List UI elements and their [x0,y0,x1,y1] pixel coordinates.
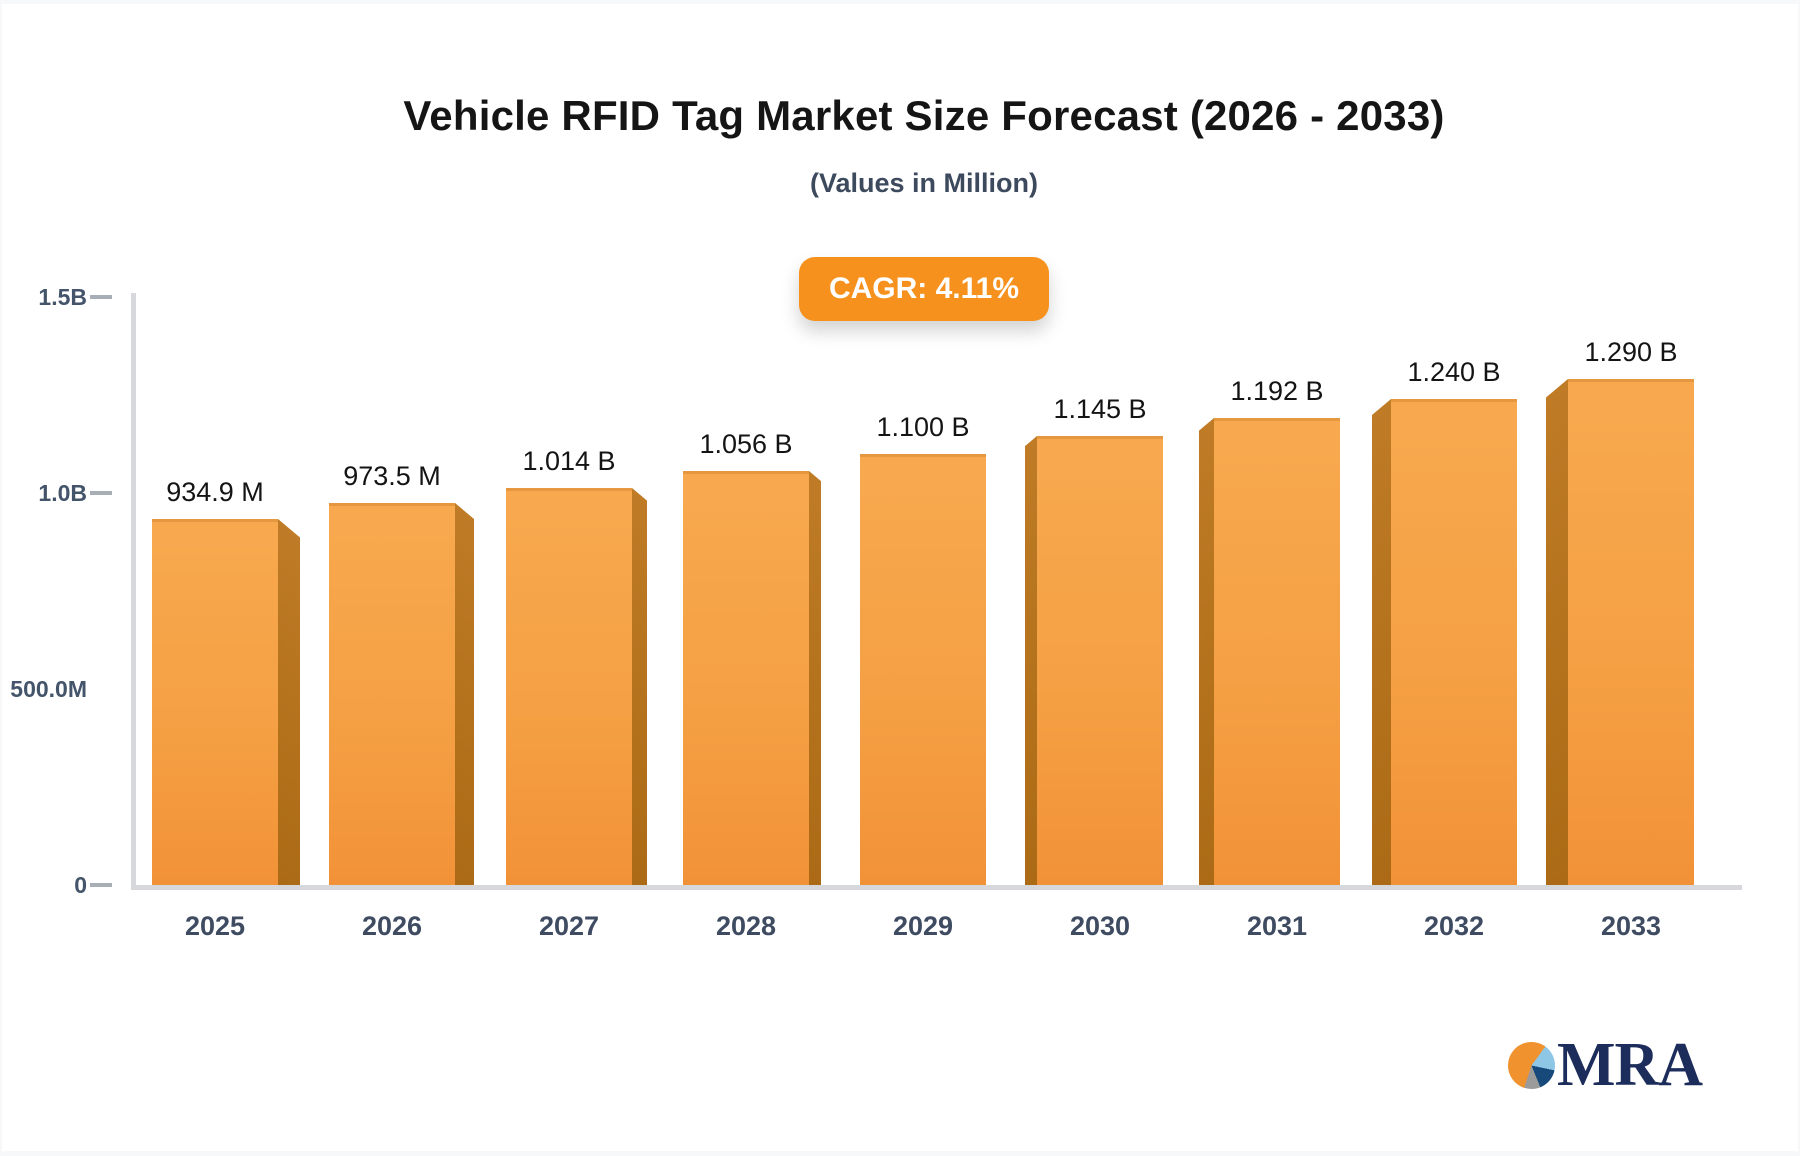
x-axis-category-label: 2028 [715,911,777,941]
bar-side-shade [632,488,647,885]
bar-value-label: 1.145 B [1053,394,1147,424]
x-axis-category-label: 2029 [892,911,954,941]
x-axis-category-label: 2032 [1423,911,1485,941]
y-axis-tick-label: 1.0B [38,480,87,506]
bar-value-label: 973.5 M [343,461,441,491]
x-axis-category-label: 2030 [1069,911,1131,941]
bar-side-shade [1199,418,1214,885]
x-axis-category-label: 2026 [361,911,423,941]
y-axis-tick-label: 500.0M [10,676,87,702]
bar-side-face [632,488,647,885]
bar [1214,418,1340,885]
bar-value-label: 1.290 B [1584,337,1678,367]
bar-side-face [1025,436,1037,885]
cagr-badge: CAGR: 4.11% [798,257,1050,321]
x-axis-category-label: 2027 [538,911,600,941]
y-axis-tick-mark [90,295,112,299]
bar-side-shade [1025,436,1037,885]
bar-side-face [809,471,821,885]
bar [152,519,278,885]
logo-text: MRA [1557,1031,1703,1099]
x-axis-category-label: 2031 [1246,911,1308,941]
y-axis-tick-mark [90,883,112,887]
y-axis-tick-mark [90,491,112,495]
y-axis-tick-label: 0 [74,872,87,898]
bar-side-face [1199,418,1214,885]
bar-side-face [1372,399,1391,885]
bar-value-label: 1.100 B [876,412,970,442]
bar-value-label: 934.9 M [166,477,264,507]
y-axis-tick-label: 1.5B [38,284,87,310]
bar-value-label: 1.192 B [1230,376,1324,406]
bar-side-shade [278,519,300,885]
bar-side-shade [1546,379,1568,885]
x-axis-category-label: 2025 [184,911,246,941]
bar [860,454,986,885]
bar-value-label: 1.014 B [522,446,616,476]
bar-side-shade [455,503,474,885]
bar [683,471,809,885]
bar [329,503,455,885]
bar-side-shade [1372,399,1391,885]
bar-value-label: 1.240 B [1407,357,1501,387]
chart-title: Vehicle RFID Tag Market Size Forecast (2… [403,92,1445,139]
bar-side-face [278,519,300,885]
y-axis-line [131,293,136,889]
pie-chart-logo-icon [1508,1042,1555,1089]
bar [506,488,632,885]
x-axis-category-label: 2033 [1600,911,1662,941]
chart-card: Vehicle RFID Tag Market Size Forecast (2… [2,4,1798,1151]
bar [1391,399,1517,885]
bar-side-face [455,503,474,885]
bar [1568,379,1694,885]
x-axis-line [131,885,1742,890]
plot-area: 1.5B 1.0B 500.0M 0 934.9 M 2025 973.5 M 2026 1.0… [10,284,1742,941]
chart-subtitle: (Values in Million) [809,168,1039,198]
bar-value-label: 1.056 B [699,429,793,459]
bar-side-shade [809,471,821,885]
bar-side-face [1546,379,1568,885]
bar [1037,436,1163,885]
mra-logo: MRA [1508,1031,1703,1099]
